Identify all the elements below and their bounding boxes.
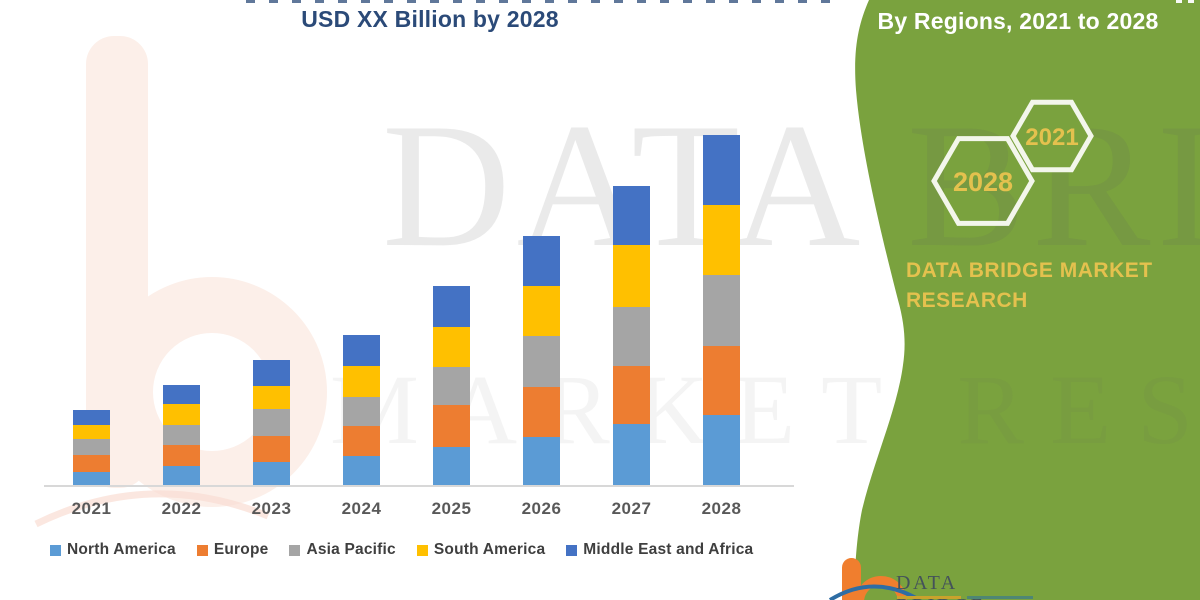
hexagon-2028 [931, 136, 1035, 226]
x-axis-line [44, 485, 794, 487]
legend-marker-icon [289, 544, 301, 556]
chart-title: USD XX Billion by 2028 [301, 6, 559, 32]
bar-segment-2021-south-america [73, 425, 110, 439]
bar-segment-2022-asia-pacific [163, 425, 200, 445]
legend-marker-icon [50, 544, 61, 556]
legend-label: South America [433, 541, 546, 558]
bar-segment-2025-asia-pacific [433, 367, 470, 405]
bar-segment-2024-asia-pacific [343, 397, 380, 426]
legend-marker-icon [416, 544, 428, 556]
bar-segment-2027-south-america [613, 245, 650, 307]
stacked-bar-2023 [253, 360, 290, 486]
bar-segment-2024-north-america [343, 456, 380, 486]
bar-segment-2028-south-america [703, 205, 740, 275]
x-tick-label-2021: 2021 [71, 499, 112, 518]
legend-label: Europe [213, 541, 269, 558]
bar-segment-2025-europe [433, 405, 470, 447]
watermark-text-line2: MARKET RESEARCH [330, 354, 1200, 465]
x-tick-label-2028: 2028 [701, 499, 742, 518]
bar-segment-2021-middle-east-and-africa [73, 410, 110, 425]
bar-segment-2027-middle-east-and-africa [613, 186, 650, 245]
brand-name-text: DATA BRIDGE MARKET RESEARCH [906, 256, 1200, 316]
bar-segment-2022-middle-east-and-africa [163, 385, 200, 404]
hexagon-year-2028: 2028 [952, 167, 1014, 197]
bar-segment-2026-south-america [523, 286, 560, 336]
bar-segment-2022-europe [163, 445, 200, 466]
bar-segment-2026-asia-pacific [523, 336, 560, 387]
x-tick-label-2022: 2022 [161, 499, 202, 518]
legend-marker-icon [566, 544, 578, 556]
bar-segment-2024-middle-east-and-africa [343, 335, 380, 366]
bar-segment-2022-north-america [163, 466, 200, 486]
bar-segment-2022-south-america [163, 404, 200, 425]
legend-marker-icon [196, 544, 208, 556]
bar-segment-2023-asia-pacific [253, 409, 290, 436]
footer-underline-right [967, 596, 1033, 599]
brand-name-line2: RESEARCH [906, 288, 1028, 312]
bar-segment-2025-south-america [433, 327, 470, 367]
brand-name-line1: DATA BRIDGE MARKET [906, 259, 1153, 282]
legend-item-south-america: South America [416, 541, 546, 559]
legend-item-north-america: North America [50, 541, 176, 559]
bar-segment-2026-north-america [523, 437, 560, 486]
stacked-bar-2025 [433, 286, 470, 486]
chart-legend: North America Europe Asia Pacific South Ame… [50, 541, 753, 559]
stacked-bar-chart [73, 0, 803, 486]
x-tick-label-2025: 2025 [431, 499, 472, 518]
clipped-title-fragments [246, 0, 836, 3]
bar-segment-2028-middle-east-and-africa [703, 135, 740, 205]
stacked-bar-2027 [613, 186, 650, 486]
hexagon-2021 [1010, 99, 1094, 173]
hexagon-year-2021: 2021 [1025, 124, 1079, 151]
bar-segment-2021-europe [73, 455, 110, 472]
legend-label: Asia Pacific [306, 541, 396, 558]
bar-segment-2027-europe [613, 366, 650, 424]
footer-underline-left [897, 596, 961, 599]
right-panel-title: By Regions, 2021 to 2028 [877, 8, 1159, 34]
hexagon-badges [931, 99, 1094, 226]
bar-segment-2021-north-america [73, 472, 110, 486]
data-bridge-b-watermark-icon [34, 36, 327, 528]
bar-segment-2028-asia-pacific [703, 275, 740, 346]
bar-segment-2023-middle-east-and-africa [253, 360, 290, 386]
stacked-bar-2026 [523, 236, 560, 486]
clipped-right-header-fragments [1176, 0, 1194, 3]
stacked-bar-2024 [343, 335, 380, 486]
x-tick-label-2023: 2023 [251, 499, 292, 518]
legend-label: Middle East and Africa [583, 541, 754, 558]
stacked-bar-2022 [163, 385, 200, 486]
bar-segment-2028-north-america [703, 415, 740, 486]
bar-segment-2026-middle-east-and-africa [523, 236, 560, 286]
stacked-bar-2021 [73, 410, 110, 486]
legend-item-middle-east-and-africa: Middle East and Africa [566, 541, 753, 559]
bar-segment-2027-north-america [613, 424, 650, 486]
stacked-bar-2028 [703, 135, 740, 486]
legend-item-asia-pacific: Asia Pacific [289, 541, 396, 559]
bar-segment-2023-europe [253, 436, 290, 462]
bar-segment-2025-middle-east-and-africa [433, 286, 470, 327]
bar-segment-2024-europe [343, 426, 380, 456]
bar-segment-2028-europe [703, 346, 740, 415]
bar-segment-2023-south-america [253, 386, 290, 409]
x-tick-label-2027: 2027 [611, 499, 652, 518]
legend-item-europe: Europe [196, 541, 269, 559]
bar-segment-2027-asia-pacific [613, 307, 650, 366]
bar-segment-2026-europe [523, 387, 560, 437]
bar-segment-2025-north-america [433, 447, 470, 486]
bar-segment-2024-south-america [343, 366, 380, 397]
bar-segment-2023-north-america [253, 462, 290, 486]
legend-label: North America [67, 541, 176, 558]
x-tick-label-2026: 2026 [521, 499, 562, 518]
footer-brand-text: DATA BRIDGE [896, 572, 983, 600]
x-tick-label-2024: 2024 [341, 499, 382, 518]
bar-segment-2021-asia-pacific [73, 439, 110, 455]
